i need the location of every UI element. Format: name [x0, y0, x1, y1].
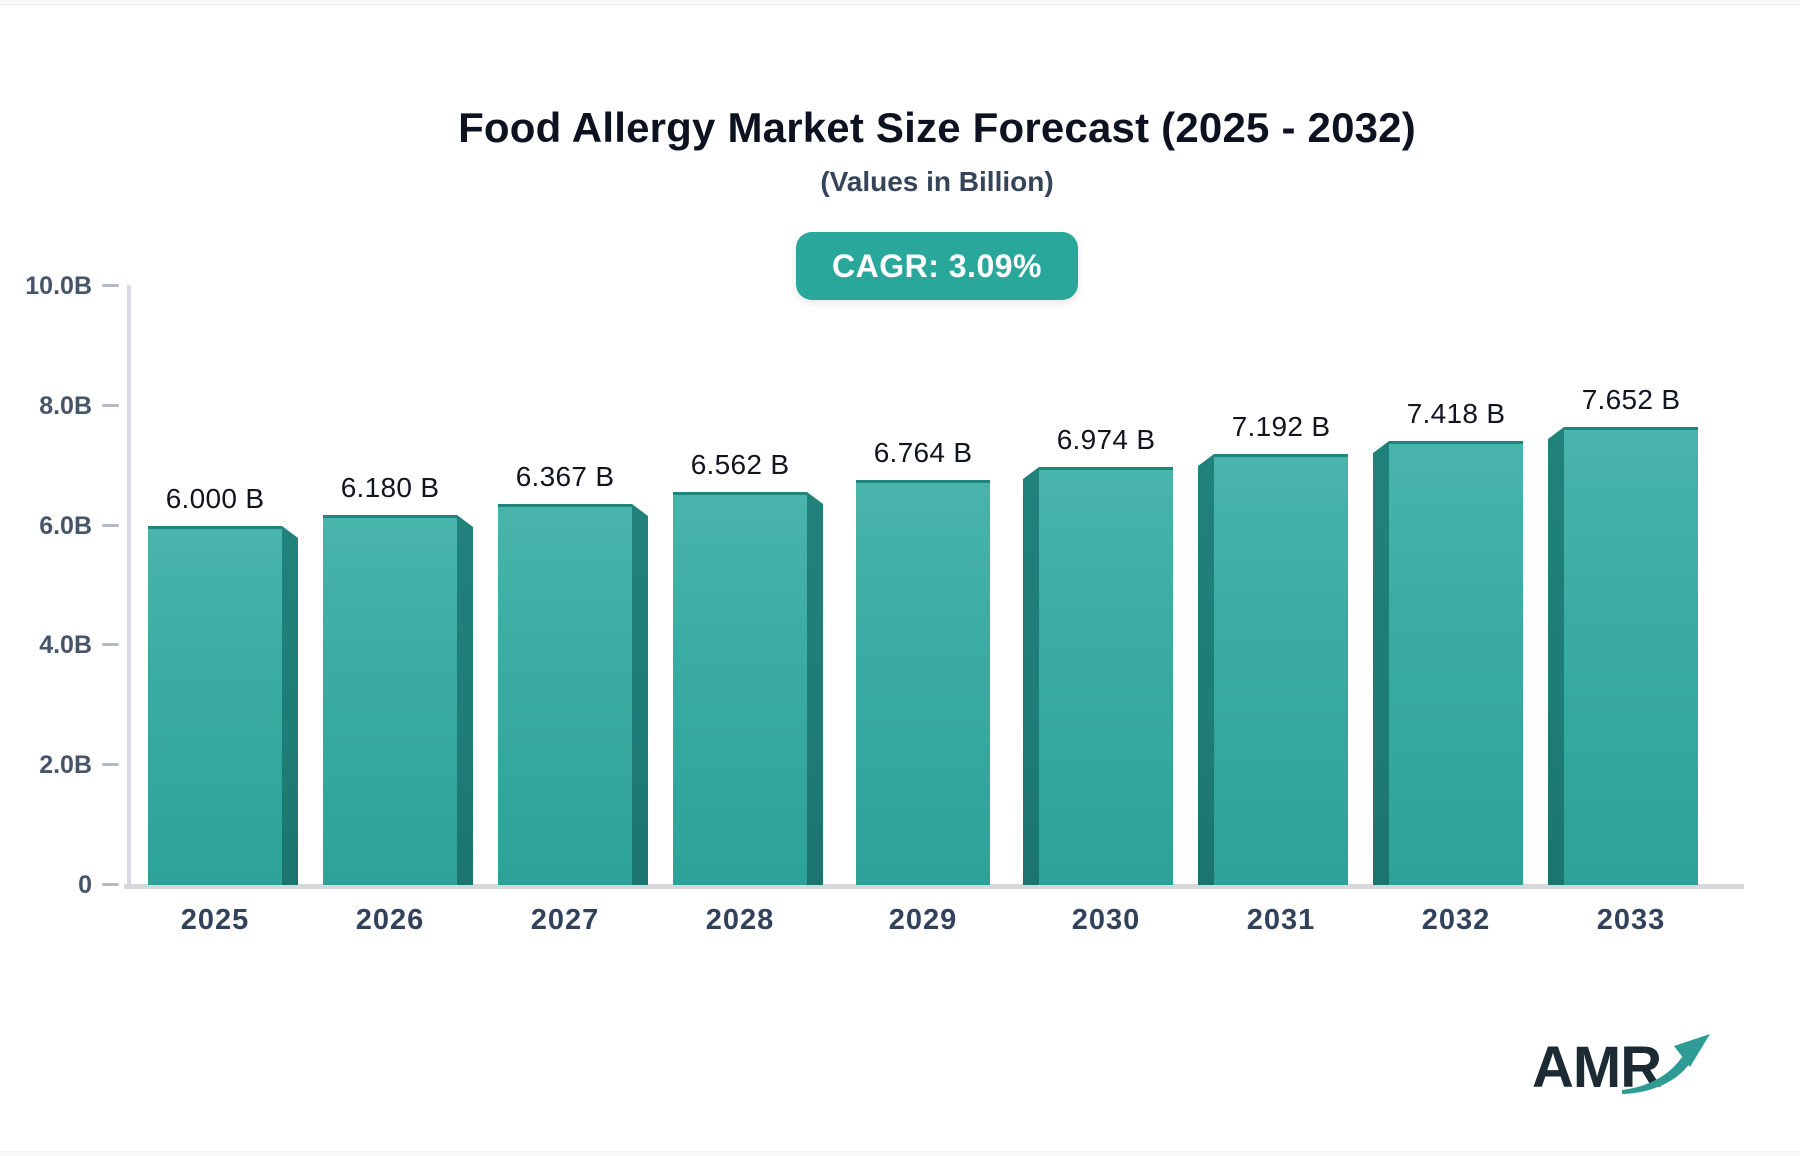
x-axis-label: 2028	[705, 904, 775, 936]
amr-logo: AMR	[1532, 1034, 1722, 1116]
x-axis-label: 2033	[1596, 904, 1666, 936]
bar	[1039, 467, 1173, 885]
bar-value-label: 6.764 B	[873, 437, 973, 468]
bar	[856, 480, 990, 885]
bar-side	[1023, 467, 1039, 885]
cagr-badge: CAGR: 3.09%	[796, 232, 1078, 300]
x-axis-label: 2029	[888, 904, 958, 936]
bar-side	[632, 504, 648, 885]
growth-arrow-icon	[1622, 1034, 1710, 1094]
bar-side	[1198, 454, 1214, 885]
y-axis	[127, 285, 131, 886]
bar-side	[457, 515, 473, 885]
y-tick-label: 10.0B	[25, 272, 92, 300]
y-tick-label: 2.0B	[39, 751, 92, 780]
bar	[1389, 441, 1523, 885]
bar	[323, 515, 457, 885]
top-border	[0, 0, 1800, 5]
y-tick-dash	[102, 763, 119, 767]
bottom-border	[0, 1151, 1800, 1156]
bar-value-label: 7.652 B	[1581, 384, 1681, 415]
bar-side	[807, 492, 823, 885]
chart-title: Food Allergy Market Size Forecast (2025 …	[458, 104, 1416, 151]
y-tick-label: 6.0B	[39, 511, 92, 540]
y-tick-dash	[102, 403, 119, 407]
bar	[498, 504, 632, 885]
bar-value-label: 6.367 B	[515, 461, 615, 492]
y-tick-dash	[102, 883, 119, 886]
bar	[1564, 427, 1698, 885]
x-axis-label: 2031	[1246, 904, 1316, 936]
x-axis-label: 2030	[1071, 904, 1141, 936]
bar-value-label: 6.000 B	[165, 483, 265, 514]
chart-header: Food Allergy Market Size Forecast (2025 …	[130, 104, 1744, 300]
x-axis-label: 2025	[180, 904, 250, 936]
y-tick-dash	[102, 284, 119, 287]
bar-value-label: 7.418 B	[1406, 398, 1506, 429]
bar-value-label: 6.180 B	[340, 472, 440, 503]
x-axis-label: 2027	[530, 904, 600, 936]
y-tick-dash	[102, 643, 119, 647]
x-axis-label: 2032	[1421, 904, 1491, 936]
chart-subtitle: (Values in Billion)	[820, 166, 1054, 197]
bar	[1214, 454, 1348, 885]
x-axis-label: 2026	[355, 904, 425, 936]
bar	[148, 526, 282, 885]
bar-side	[282, 526, 298, 885]
y-tick-dash	[102, 523, 119, 527]
y-tick-label: 4.0B	[39, 631, 92, 660]
y-tick-label: 0	[78, 871, 92, 899]
bar-value-label: 6.562 B	[690, 449, 790, 480]
bar-side	[1373, 441, 1389, 885]
bar-value-label: 6.974 B	[1056, 424, 1156, 455]
bar	[673, 492, 807, 885]
x-axis	[124, 884, 1744, 889]
bar-side	[1548, 427, 1564, 885]
y-tick-label: 8.0B	[39, 391, 92, 420]
bar-value-label: 7.192 B	[1231, 411, 1331, 442]
